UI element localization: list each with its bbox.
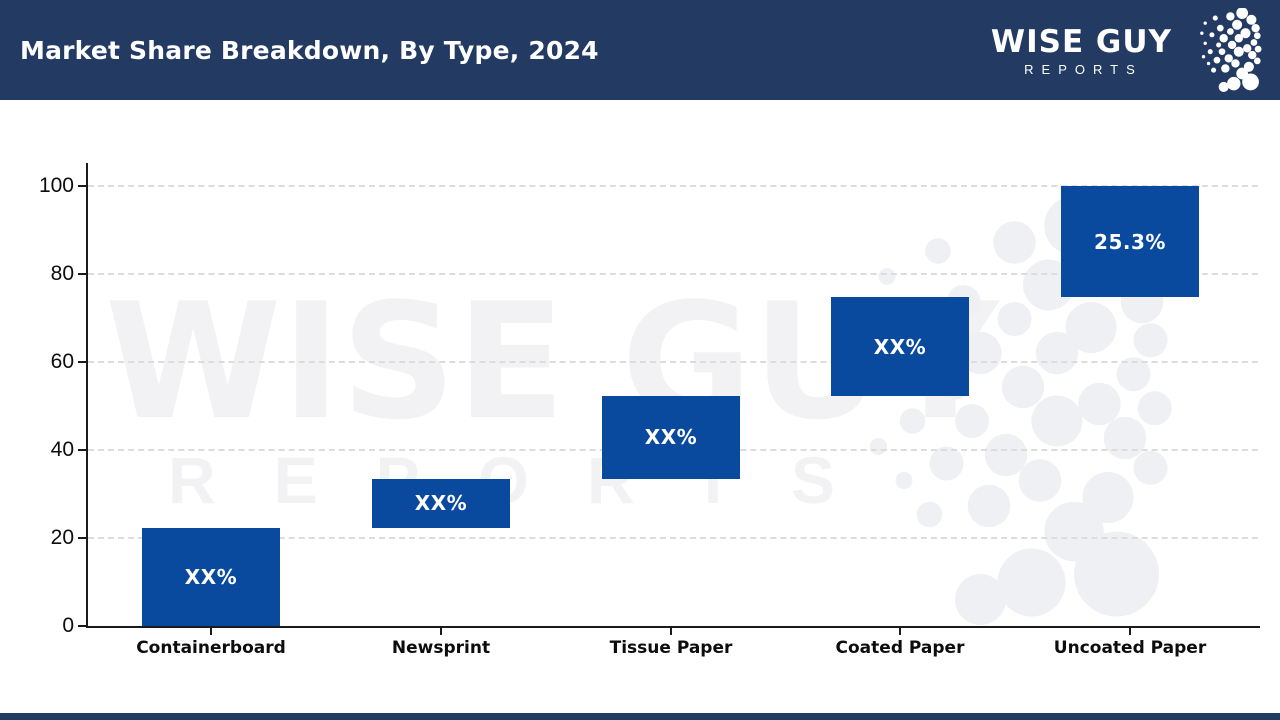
x-axis-tick <box>210 628 212 635</box>
y-axis-tick <box>78 625 87 627</box>
x-axis-tick <box>440 628 442 635</box>
bar-segment: XX% <box>372 478 510 528</box>
x-axis-tick <box>1129 628 1131 635</box>
x-axis-category-label: Tissue Paper <box>609 638 733 658</box>
bar-segment: XX% <box>142 527 280 626</box>
gridline <box>88 537 1258 539</box>
y-axis-tick-label: 80 <box>50 262 74 285</box>
y-axis-tick-label: 60 <box>50 350 74 373</box>
logo-wordmark: WISE GUY <box>990 23 1172 60</box>
gridline <box>88 273 1258 275</box>
bar-segment: XX% <box>602 395 740 479</box>
y-axis-tick <box>78 361 87 363</box>
gridline <box>88 361 1258 363</box>
bar-segment: 25.3% <box>1061 186 1199 298</box>
y-axis-tick-label: 100 <box>38 174 74 197</box>
y-axis-tick <box>78 185 87 187</box>
y-axis-line <box>86 163 88 628</box>
y-axis-tick <box>78 537 87 539</box>
bar-value-label: 25.3% <box>1094 229 1166 254</box>
footer-bar <box>0 713 1280 720</box>
brand-logo: WISE GUY REPORTS <box>991 0 1266 100</box>
y-axis-tick-label: 20 <box>50 526 74 549</box>
bar-value-label: XX% <box>184 564 238 589</box>
logo-subtitle: REPORTS <box>1024 61 1143 77</box>
header-bar: Market Share Breakdown, By Type, 2024 WI… <box>0 0 1280 100</box>
x-axis-tick <box>670 628 672 635</box>
bar-value-label: XX% <box>873 334 927 359</box>
bar-value-label: XX% <box>414 491 468 516</box>
y-axis-tick-label: 40 <box>50 438 74 461</box>
x-axis-line <box>86 626 1260 628</box>
chart-area: WISE GUY REPORTS 0 20 40 60 80 100 XX% Containe… <box>0 100 1280 713</box>
bar-value-label: XX% <box>644 425 698 450</box>
x-axis-category-label: Containerboard <box>136 638 286 658</box>
chart-title: Market Share Breakdown, By Type, 2024 <box>20 35 599 65</box>
x-axis-category-label: Newsprint <box>391 638 491 658</box>
gridline <box>88 185 1258 187</box>
x-axis-tick <box>899 628 901 635</box>
x-axis-category-label: Coated Paper <box>835 638 965 658</box>
logo-face-icon <box>1200 8 1262 92</box>
x-axis-category-label: Uncoated Paper <box>1053 638 1207 658</box>
y-axis-tick-label: 0 <box>62 614 74 637</box>
bar-segment: XX% <box>831 297 969 396</box>
y-axis-tick <box>78 449 87 451</box>
y-axis-tick <box>78 273 87 275</box>
brand-logo-text: WISE GUY REPORTS <box>991 24 1172 77</box>
